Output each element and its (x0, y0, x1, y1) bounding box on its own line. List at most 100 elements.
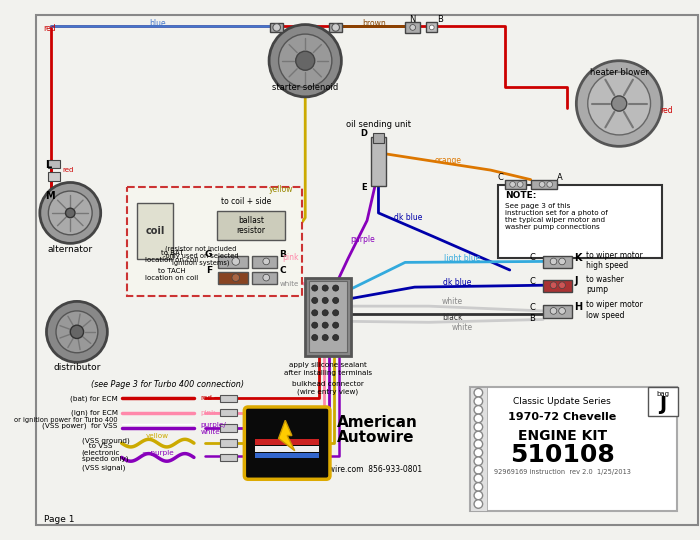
Text: starter solenoid: starter solenoid (272, 83, 338, 92)
Text: to TACH
location on coil: to TACH location on coil (146, 268, 199, 281)
Bar (255, 453, 319, 458)
Bar (371, 137, 386, 186)
Text: (resistor not included
-only used on selected
ignition systems): (resistor not included -only used on sel… (163, 245, 239, 266)
Circle shape (559, 258, 566, 265)
Text: 92969169 instruction  rev 2.0  1/25/2013: 92969169 instruction rev 2.0 1/25/2013 (494, 469, 631, 475)
Bar (405, 22, 420, 33)
Circle shape (474, 423, 482, 431)
Bar (48, 172, 60, 180)
Text: See page 3 of this
instruction set for a photo of
the typical wiper motor and
wa: See page 3 of this instruction set for a… (505, 204, 608, 231)
Circle shape (48, 191, 92, 235)
Text: 1970-72 Chevelle: 1970-72 Chevelle (508, 413, 616, 422)
Circle shape (547, 181, 552, 187)
Text: ~ purple: ~ purple (142, 450, 174, 456)
Text: heater blower: heater blower (589, 68, 649, 77)
FancyBboxPatch shape (127, 187, 302, 296)
Text: coil: coil (145, 226, 164, 236)
Bar (220, 440, 237, 447)
Bar (255, 446, 319, 451)
Text: dk blue: dk blue (443, 278, 472, 287)
Circle shape (474, 431, 482, 440)
Bar (470, 387, 677, 511)
Text: black: black (442, 313, 463, 322)
Text: blue: blue (150, 19, 166, 28)
Circle shape (474, 483, 482, 491)
Circle shape (474, 440, 482, 448)
Text: apply silicone sealant: apply silicone sealant (289, 362, 367, 368)
Text: N: N (410, 15, 416, 24)
Text: to washer
pump: to washer pump (586, 274, 624, 294)
Text: red: red (43, 24, 56, 33)
Text: yellow: yellow (268, 185, 293, 194)
Text: M: M (46, 191, 55, 201)
Circle shape (273, 24, 281, 31)
Text: orange: orange (435, 156, 461, 165)
Circle shape (474, 491, 482, 500)
Circle shape (332, 310, 339, 316)
Circle shape (612, 96, 626, 111)
Text: K: K (575, 253, 582, 262)
Bar (648, 387, 678, 416)
Circle shape (295, 51, 315, 70)
Bar (543, 280, 572, 292)
Bar (217, 211, 285, 240)
Bar (48, 160, 60, 168)
Text: C: C (497, 173, 503, 182)
Text: (ign) for ECM: (ign) for ECM (71, 409, 118, 416)
Text: C: C (530, 277, 536, 286)
Text: to wiper motor
high speed: to wiper motor high speed (586, 251, 643, 270)
Text: to wiper motor
low speed: to wiper motor low speed (586, 300, 643, 320)
Circle shape (66, 208, 75, 218)
Circle shape (550, 258, 556, 265)
Text: (bat) for ECM: (bat) for ECM (70, 395, 118, 402)
Text: ENGINE KIT: ENGINE KIT (517, 429, 607, 443)
Text: after installing terminals: after installing terminals (284, 370, 372, 376)
Circle shape (550, 308, 556, 314)
Circle shape (550, 282, 556, 288)
Circle shape (588, 72, 650, 135)
Text: to BAT
location on coil: to BAT location on coil (146, 250, 199, 263)
Circle shape (474, 500, 482, 508)
Text: B: B (279, 250, 286, 259)
Circle shape (559, 282, 566, 288)
Text: (VSS signal): (VSS signal) (82, 464, 125, 471)
Text: G: G (204, 250, 212, 259)
Bar (220, 454, 237, 461)
Text: white: white (201, 429, 220, 435)
Text: to VSS: to VSS (82, 443, 112, 449)
Text: pink: pink (283, 253, 299, 262)
Circle shape (576, 60, 662, 146)
Text: www.americanautowire.com  856-933-0801: www.americanautowire.com 856-933-0801 (255, 465, 422, 474)
Text: light blue: light blue (444, 254, 480, 263)
Text: C: C (530, 302, 536, 312)
Circle shape (312, 310, 318, 316)
Circle shape (312, 322, 318, 328)
Bar (373, 133, 384, 143)
FancyBboxPatch shape (244, 407, 330, 480)
Circle shape (70, 325, 83, 339)
Text: H: H (575, 302, 582, 312)
Bar (220, 409, 237, 416)
Text: Autowire: Autowire (337, 430, 414, 445)
Text: white: white (442, 297, 463, 306)
Text: dk blue: dk blue (393, 213, 422, 222)
Circle shape (474, 448, 482, 457)
Polygon shape (279, 420, 295, 451)
Bar (137, 204, 173, 259)
Text: NOTE:: NOTE: (505, 191, 536, 200)
Circle shape (46, 301, 107, 362)
Circle shape (332, 334, 339, 341)
Bar (218, 272, 248, 284)
Text: L: L (46, 160, 52, 170)
Text: J: J (575, 276, 578, 286)
Text: (VSS ground): (VSS ground) (82, 437, 130, 443)
Text: American: American (337, 415, 417, 430)
Circle shape (510, 181, 515, 187)
Circle shape (40, 183, 101, 244)
Text: D: D (360, 130, 368, 138)
Circle shape (322, 285, 328, 291)
Circle shape (429, 25, 434, 30)
Text: white: white (452, 322, 472, 332)
Text: C: C (530, 253, 536, 262)
Text: speedo only): speedo only) (82, 455, 128, 462)
